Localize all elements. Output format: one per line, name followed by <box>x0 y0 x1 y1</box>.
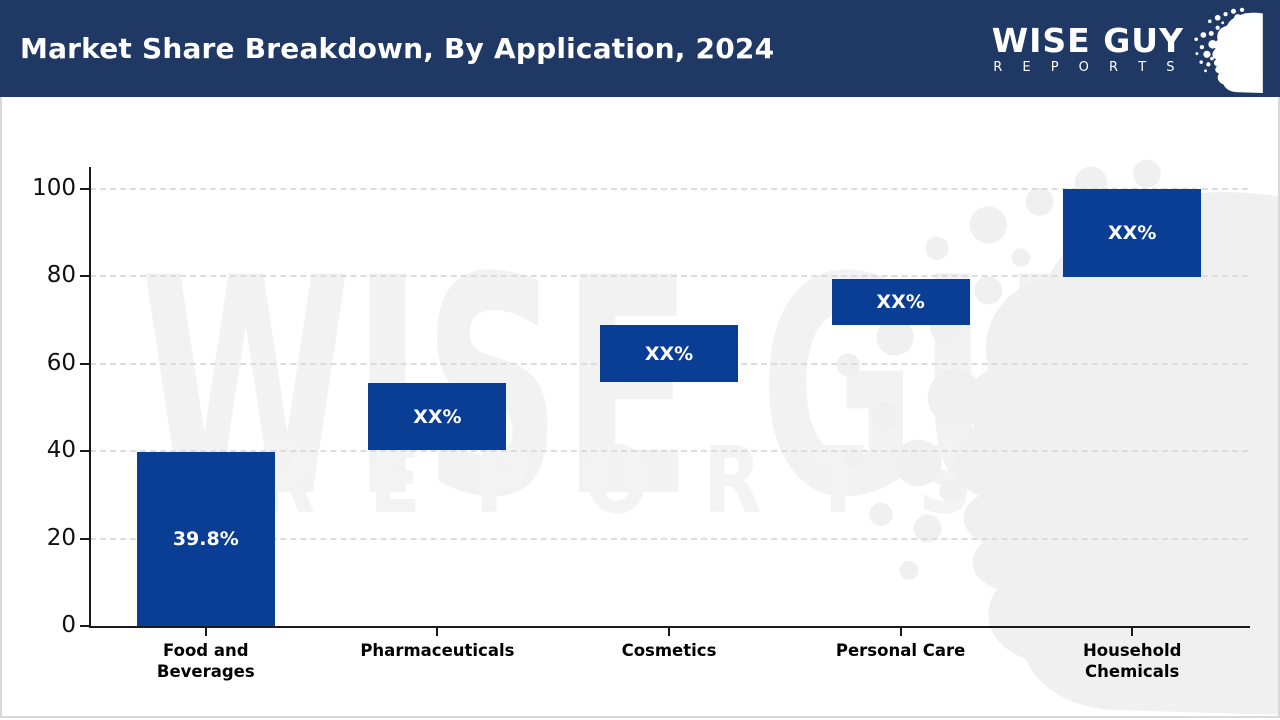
x-category-label-cosmetics: Cosmetics <box>621 641 717 660</box>
bar-value-label-cosmetics: XX% <box>644 342 694 365</box>
bar-value-label-household-chemicals: XX% <box>1108 222 1157 244</box>
x-category-label-food-and-beverages: Food and Beverages <box>156 641 255 681</box>
bar-personal-care <box>831 279 970 325</box>
header-band: Market Share Breakdown, By Application, … <box>0 0 1280 97</box>
gridline-40 <box>90 450 1248 453</box>
bar-value-label-food-and-beverages: 39.8% <box>172 528 239 550</box>
bar-pharmaceuticals <box>368 383 507 451</box>
gridline-100 <box>90 187 1248 190</box>
y-tick-label-0: 0 <box>61 612 76 638</box>
chart-area: WISE GUY REPORTS 0 20 40 60 80 100 39.8% Food a… <box>0 97 1280 718</box>
wise-guy-reports-logo: WISE GUY R E P O R T S <box>992 0 1266 97</box>
logo-wordmark: WISE GUY <box>991 21 1184 60</box>
x-category-label-pharmaceuticals: Pharmaceuticals <box>360 641 515 660</box>
bar-cosmetics <box>600 324 738 383</box>
y-tick-label-60: 60 <box>46 349 76 376</box>
x-axis-line <box>89 626 1250 628</box>
chart-title: Market Share Breakdown, By Application, … <box>20 32 775 65</box>
x-tick-mark-food-and-beverages <box>204 628 207 636</box>
bar-food-and-beverages <box>136 452 275 626</box>
gridline-80 <box>90 275 1248 278</box>
bar-value-label-pharmaceuticals: XX% <box>413 405 462 428</box>
gridline-20 <box>90 537 1248 540</box>
y-tick-mark-80 <box>80 275 89 278</box>
y-tick-mark-60 <box>80 362 89 365</box>
bar-household-chemicals <box>1063 188 1202 278</box>
x-category-label-household-chemicals: Household Chemicals <box>1082 641 1182 681</box>
x-tick-mark-household-chemicals <box>1131 628 1134 636</box>
dotted-head-logo-icon <box>1194 7 1263 93</box>
y-tick-label-20: 20 <box>46 524 76 551</box>
y-axis-line <box>89 167 91 628</box>
logo-text: WISE GUY R E P O R T S <box>992 24 1184 76</box>
x-tick-mark-pharmaceuticals <box>436 628 439 636</box>
bar-value-label-personal-care: XX% <box>876 291 925 314</box>
x-category-label-personal-care: Personal Care <box>835 641 966 660</box>
x-tick-mark-cosmetics <box>668 628 670 636</box>
y-tick-mark-100 <box>80 187 89 190</box>
logo-subtitle: R E P O R T S <box>993 60 1183 75</box>
x-tick-mark-personal-care <box>899 628 902 636</box>
y-tick-mark-20 <box>80 537 89 540</box>
y-tick-mark-0 <box>80 625 89 627</box>
y-tick-label-40: 40 <box>46 437 76 464</box>
y-tick-label-80: 80 <box>46 262 76 289</box>
y-tick-label-100: 100 <box>32 174 76 201</box>
y-tick-mark-40 <box>80 450 89 453</box>
watermark-dotted-head <box>836 159 1278 715</box>
